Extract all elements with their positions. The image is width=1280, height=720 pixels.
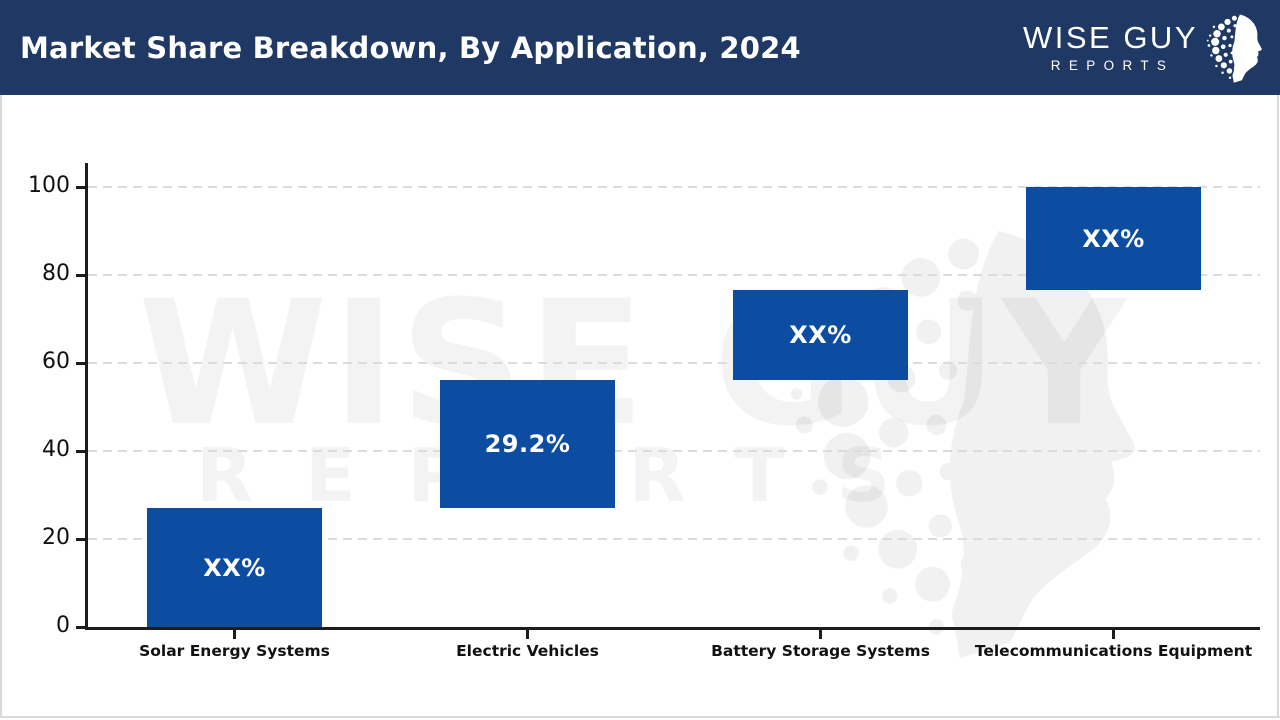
- category-label: Solar Energy Systems: [139, 642, 330, 660]
- y-axis-tick-label: 40: [42, 437, 70, 462]
- y-axis-line: [85, 163, 88, 630]
- x-axis-tick: [233, 630, 236, 639]
- gridline-60: [88, 362, 1260, 364]
- y-axis-tick: [76, 625, 85, 629]
- x-axis-line: [85, 627, 1260, 630]
- y-axis-tick-label: 80: [42, 261, 70, 286]
- bar-segment: XX%: [732, 290, 909, 380]
- gridline-80: [88, 274, 1260, 276]
- page-title: Market Share Breakdown, By Application, …: [20, 30, 801, 65]
- gridline-100: [88, 186, 1260, 188]
- header-bar: Market Share Breakdown, By Application, …: [0, 0, 1280, 95]
- x-axis-tick: [1112, 630, 1115, 639]
- frame-border-left: [0, 95, 2, 717]
- y-axis-tick: [76, 273, 85, 277]
- bar-value-label: 29.2%: [484, 429, 571, 458]
- brand-subtitle: REPORTS: [1050, 57, 1175, 73]
- category-label: Electric Vehicles: [456, 642, 599, 660]
- x-axis-tick: [819, 630, 822, 639]
- bar-segment: XX%: [146, 508, 323, 627]
- frame-border-bottom: [0, 716, 1280, 718]
- y-axis-tick: [76, 185, 85, 189]
- y-axis-tick-label: 20: [42, 525, 70, 550]
- bar-value-label: XX%: [789, 321, 852, 350]
- y-axis-tick-label: 100: [28, 173, 70, 198]
- bar-value-label: XX%: [203, 553, 266, 582]
- category-label: Telecommunications Equipment: [974, 642, 1253, 660]
- bar-value-label: XX%: [1082, 224, 1145, 253]
- y-axis-tick: [76, 361, 85, 365]
- gridline-20: [88, 538, 1260, 540]
- y-axis-tick-label: 0: [56, 613, 70, 638]
- brand-name: WISE GUY: [1022, 20, 1198, 56]
- bar-segment: 29.2%: [439, 379, 616, 509]
- y-axis-tick: [76, 537, 85, 541]
- frame-border-right: [1277, 95, 1279, 717]
- x-axis-tick: [526, 630, 529, 639]
- gridline-40: [88, 450, 1260, 452]
- y-axis-tick: [76, 449, 85, 453]
- brand-head-icon: [1204, 13, 1266, 83]
- y-axis-tick-label: 60: [42, 349, 70, 374]
- category-label: Battery Storage Systems: [711, 642, 930, 660]
- brand-logo: WISE GUY REPORTS: [1023, 13, 1266, 83]
- bar-segment: XX%: [1025, 187, 1202, 291]
- brand-logo-text: WISE GUY REPORTS: [1023, 22, 1198, 73]
